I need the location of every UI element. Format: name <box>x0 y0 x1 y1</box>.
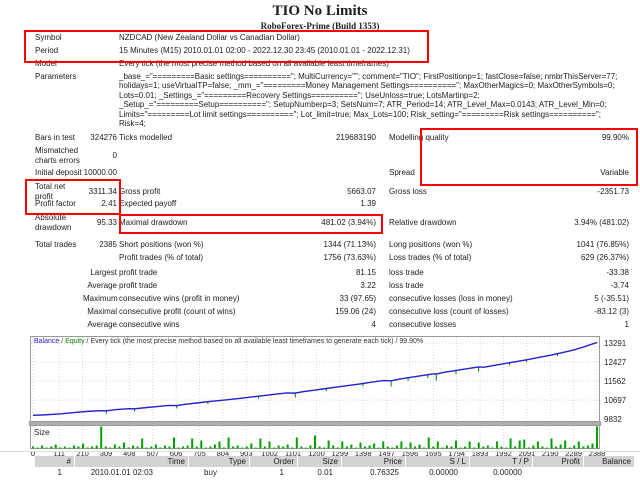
stats-row: Maximal consecutive profit (count of wins… <box>87 307 629 316</box>
stats-row: Initial deposit 10000.00 Spread Variable <box>35 168 629 177</box>
legend-balance: Balance <box>34 338 60 345</box>
column-header-time: Time <box>75 456 189 467</box>
report-title: TIO No Limits <box>272 3 368 19</box>
svg-text:1002: 1002 <box>261 449 278 458</box>
column-header-sl: S / L <box>406 456 470 467</box>
stats-row: Maximum consecutive wins (profit in money… <box>83 294 629 303</box>
column-header-order: Order <box>250 456 298 467</box>
svg-text:210: 210 <box>76 449 89 458</box>
stats-row: Average profit trade 3.22 loss trade -3.74 <box>87 281 629 290</box>
column-header-tp: T / P <box>470 456 533 467</box>
svg-text:2289: 2289 <box>565 449 582 458</box>
svg-text:1200: 1200 <box>308 449 325 458</box>
column-header-profit: Profit <box>533 456 584 467</box>
svg-text:2091: 2091 <box>519 449 536 458</box>
svg-text:13291: 13291 <box>604 339 627 348</box>
stats-row: Mismatched charts errors 0 <box>35 146 117 165</box>
svg-text:309: 309 <box>100 449 113 458</box>
svg-text:12427: 12427 <box>604 358 627 367</box>
svg-text:1101: 1101 <box>285 449 301 458</box>
svg-text:1299: 1299 <box>331 449 348 458</box>
svg-text:1992: 1992 <box>495 449 512 458</box>
stats-row: Total net profit 3311.34 Gross profit 5663.… <box>35 182 629 201</box>
svg-text:10697: 10697 <box>604 396 627 405</box>
svg-text:9832: 9832 <box>604 415 622 424</box>
svg-text:1794: 1794 <box>448 449 465 458</box>
svg-text:804: 804 <box>217 449 230 458</box>
svg-text:903: 903 <box>240 449 253 458</box>
strategy-tester-stats: Symbol NZDCAD (New Zealand Dollar vs Cana… <box>35 33 629 329</box>
stats-row: Largest profit trade 81.15 loss trade -33.38 <box>90 268 629 277</box>
legend-sep: / <box>59 338 66 345</box>
stats-row: Average consecutive wins 4 consecutive loss… <box>87 320 629 329</box>
svg-text:1398: 1398 <box>355 449 372 458</box>
stats-row: Profit factor 2.41 Expected payoff 1.39 <box>35 199 376 208</box>
legend-model-text: / Every tick (the most precise method ba… <box>84 338 424 345</box>
stats-row: Parameters _base_="=========Basic setting… <box>35 72 618 129</box>
svg-text:0: 0 <box>31 449 35 458</box>
divider-line <box>0 451 640 452</box>
column-header-: # <box>35 456 75 467</box>
column-header-balance: Balance <box>584 456 635 467</box>
trade-row[interactable]: 1 2010.01.01 02:03 buy 1 0.01 0.76325 0.00000 0… <box>57 468 522 477</box>
balance-equity-graph[interactable]: 13291 12427 11562 10697 9832 Size 0 111 210 309 40… <box>0 336 640 460</box>
stats-row: Model Every tick (the most precise method… <box>35 59 389 68</box>
legend-equity: Equity <box>65 338 85 345</box>
stats-row: Total trades 2385 Short positions (won %) 1… <box>35 240 629 249</box>
column-header-price: Price <box>342 456 406 467</box>
svg-text:111: 111 <box>54 449 65 458</box>
stats-row: Period 15 Minutes (M15) 2010.01.01 02:00 … <box>35 46 410 55</box>
svg-text:2190: 2190 <box>542 449 559 458</box>
svg-text:507: 507 <box>146 449 159 458</box>
stats-row: Symbol NZDCAD (New Zealand Dollar vs Cana… <box>35 33 300 42</box>
svg-text:1596: 1596 <box>402 449 419 458</box>
column-header-size: Size <box>298 456 342 467</box>
svg-text:606: 606 <box>170 449 183 458</box>
svg-text:2388: 2388 <box>589 449 606 458</box>
stats-row: Profit trades (% of total) 1756 (73.63%) L… <box>119 253 629 262</box>
svg-text:1695: 1695 <box>425 449 442 458</box>
svg-text:1497: 1497 <box>378 449 395 458</box>
stats-row: Absolute drawdown 95.33 Maximal drawdown 48… <box>35 213 629 232</box>
report-subtitle: RoboForex-Prime (Build 1353) <box>260 21 380 31</box>
svg-text:1893: 1893 <box>472 449 489 458</box>
svg-text:408: 408 <box>123 449 136 458</box>
column-header-type: Type <box>189 456 250 467</box>
graph-legend: Balance / Equity / Every tick (the most … <box>34 338 423 346</box>
svg-text:705: 705 <box>193 449 206 458</box>
svg-text:11562: 11562 <box>604 377 626 386</box>
stats-row: Bars in test 324276 Ticks modelled 21968319… <box>35 133 629 142</box>
size-panel-label: Size <box>34 428 50 437</box>
